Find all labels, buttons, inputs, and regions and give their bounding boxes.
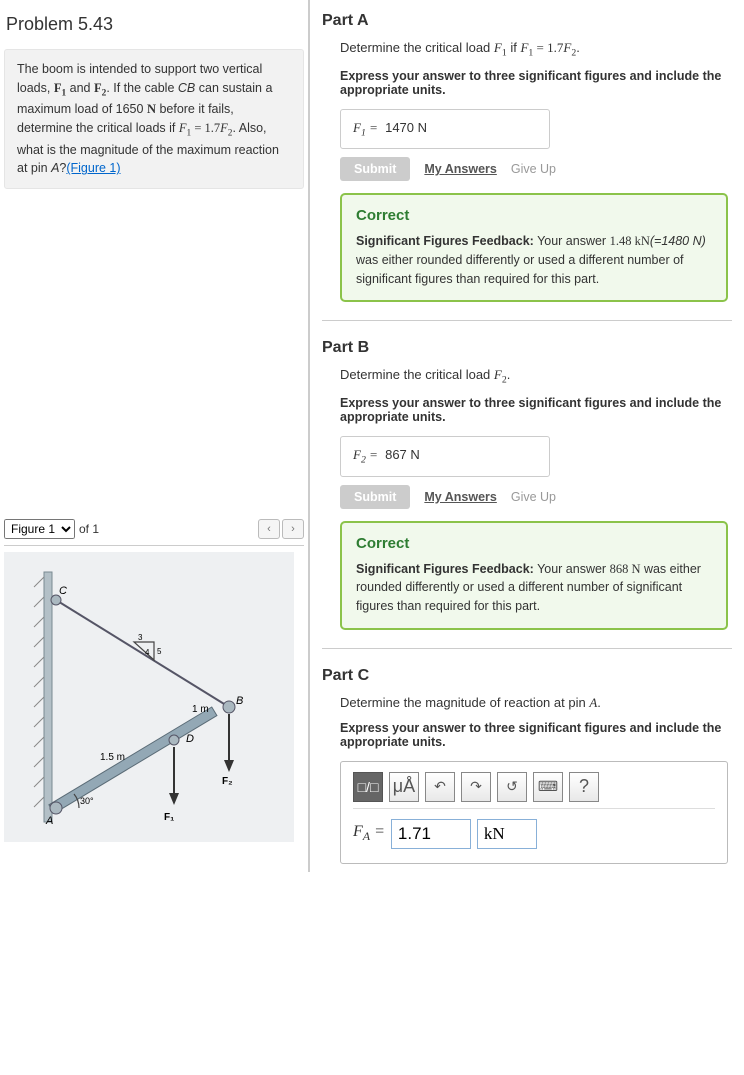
svg-text:4: 4 [145,648,150,657]
svg-text:A: A [45,815,53,827]
part-a-title: Part A [322,12,732,30]
reset-icon[interactable]: ↺ [497,772,527,802]
part-a-answer-box: F1 = 1470 N [340,109,550,150]
figure-next-button[interactable]: › [282,519,304,539]
part-b-value: 867 N [385,447,420,462]
problem-description: The boom is intended to support two vert… [4,49,304,189]
figure-of-text: of 1 [79,522,99,536]
part-b-instruction: Express your answer to three significant… [340,396,732,424]
part-b-answer-box: F2 = 867 N [340,436,550,477]
part-a-instruction: Express your answer to three significant… [340,69,732,97]
figure-prev-button[interactable]: ‹ [258,519,280,539]
svg-text:F₁: F₁ [164,812,174,823]
part-a-submit-button[interactable]: Submit [340,157,410,181]
part-b-feedback-body: Significant Figures Feedback: Your answe… [356,560,712,616]
undo-icon[interactable]: ↶ [425,772,455,802]
part-c-value-input[interactable] [391,819,471,849]
part-c-subtitle: Determine the magnitude of reaction at p… [340,695,732,711]
part-a-feedback-body: Significant Figures Feedback: Your answe… [356,232,712,288]
svg-text:F₂: F₂ [222,776,233,787]
part-a-feedback-title: Correct [356,207,712,224]
part-a-my-answers-link[interactable]: My Answers [424,162,496,176]
part-a-var: F1 = [353,120,378,135]
part-b-give-up-link[interactable]: Give Up [511,490,556,504]
figure-select[interactable]: Figure 1 [4,519,75,539]
svg-text:5: 5 [157,647,162,656]
part-c-unit-input[interactable] [477,819,537,849]
svg-text:1.5 m: 1.5 m [100,752,125,763]
part-c-instruction: Express your answer to three significant… [340,721,732,749]
part-b-subtitle: Determine the critical load F2. [340,367,732,386]
part-b-title: Part B [322,339,732,357]
keyboard-icon[interactable]: ⌨ [533,772,563,802]
part-b-feedback-title: Correct [356,535,712,552]
svg-text:1 m: 1 m [192,704,209,715]
part-a-value: 1470 N [385,120,427,135]
description-text: The boom is intended to support two vert… [17,62,279,175]
svg-text:D: D [186,733,194,745]
part-a-feedback: Correct Significant Figures Feedback: Yo… [340,193,728,302]
redo-icon[interactable]: ↷ [461,772,491,802]
part-b-submit-button[interactable]: Submit [340,485,410,509]
part-a-subtitle: Determine the critical load F1 if F1 = 1… [340,40,732,59]
separator [322,320,732,321]
figure-image: C A B D 1 m 1.5 m 30° F₁ F₂ 3 5 4 [4,552,294,842]
help-icon[interactable]: ? [569,772,599,802]
part-b-feedback: Correct Significant Figures Feedback: Yo… [340,521,728,630]
svg-text:C: C [59,585,67,597]
part-c-input-box: □/□ μÅ ↶ ↷ ↺ ⌨ ? FA = [340,761,728,864]
part-c-title: Part C [322,667,732,685]
svg-text:3: 3 [138,633,143,642]
part-a-give-up-link[interactable]: Give Up [511,162,556,176]
svg-text:30°: 30° [80,796,94,806]
figure-area: C A B D 1 m 1.5 m 30° F₁ F₂ 3 5 4 [4,545,304,842]
part-b-my-answers-link[interactable]: My Answers [424,490,496,504]
problem-title: Problem 5.43 [6,14,304,35]
svg-text:B: B [236,695,243,707]
figure-link[interactable]: (Figure 1) [66,161,120,175]
part-b-var: F2 = [353,447,378,462]
template-icon[interactable]: □/□ [353,772,383,802]
special-char-icon[interactable]: μÅ [389,772,419,802]
separator [322,648,732,649]
part-c-var: FA = [353,823,385,844]
